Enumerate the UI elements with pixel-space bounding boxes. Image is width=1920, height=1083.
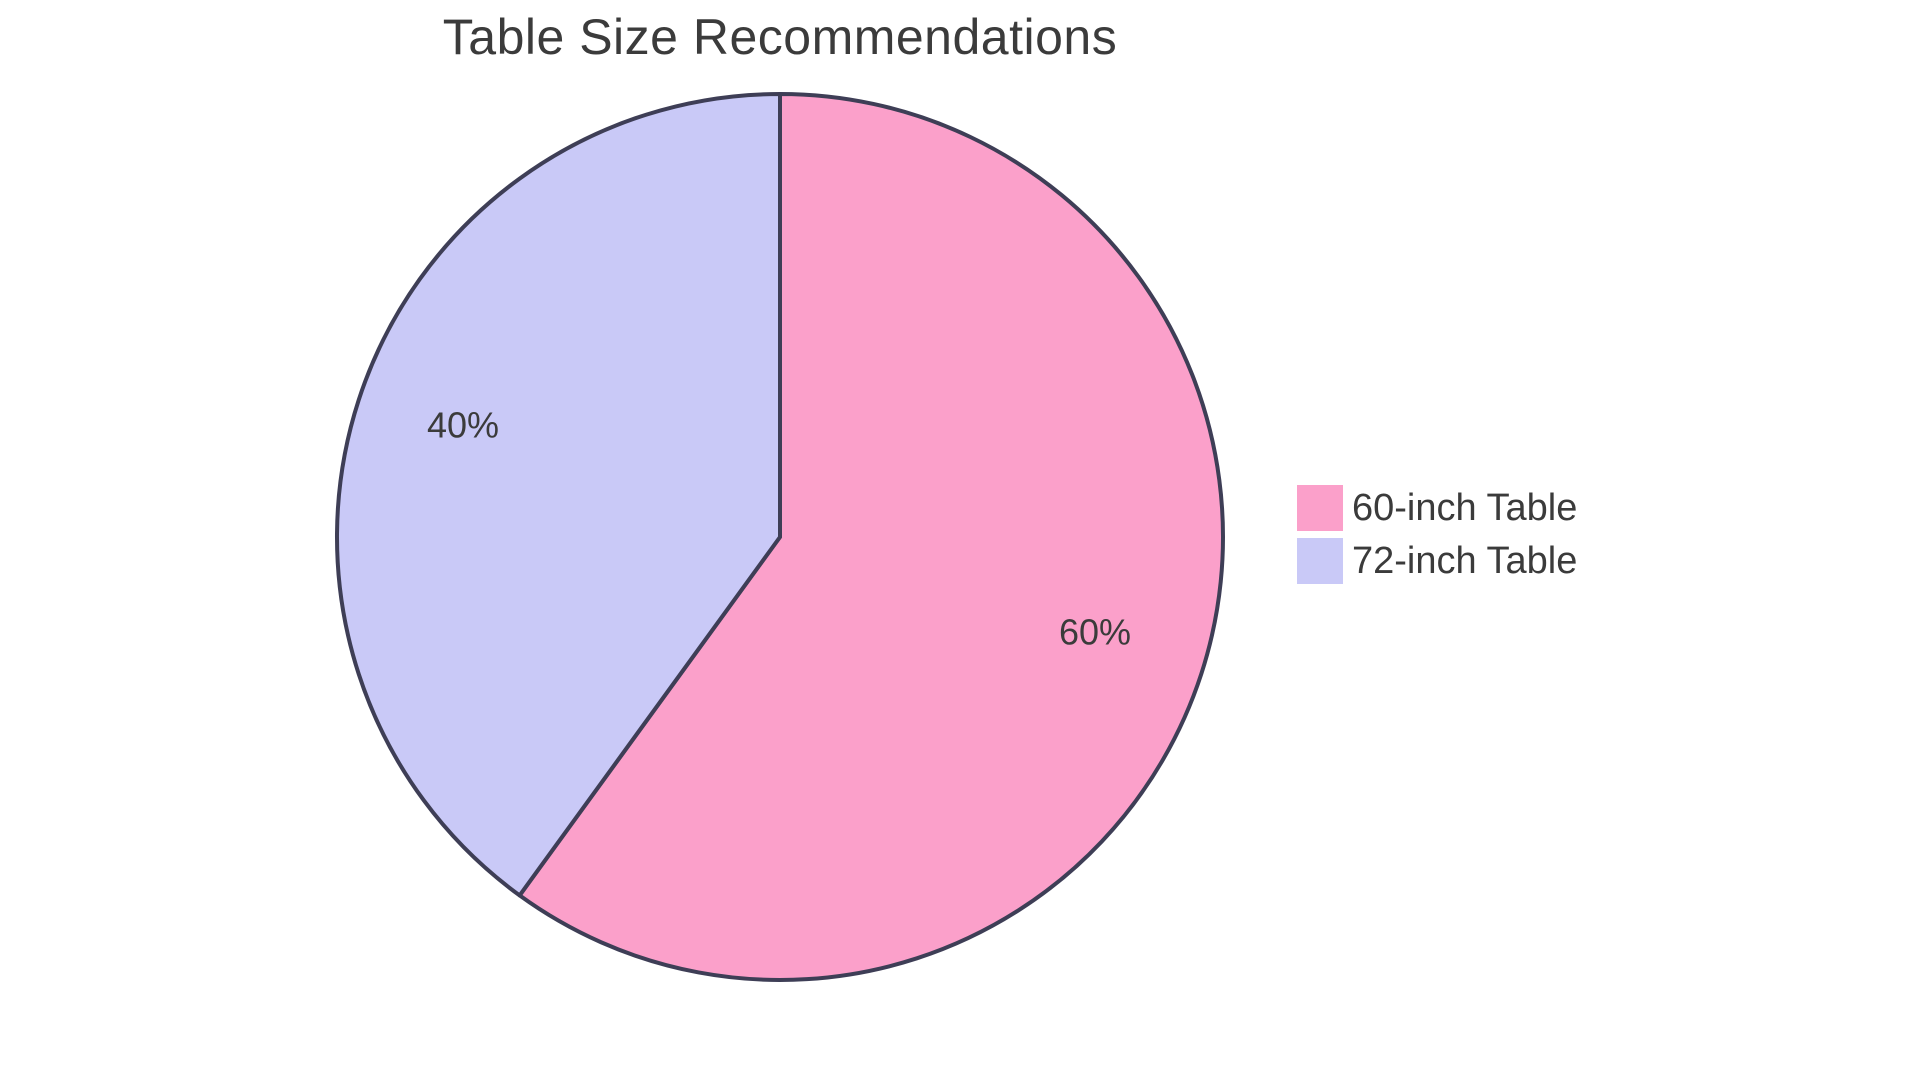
pie-slice-60-inch-table[interactable]	[517, 92, 1225, 982]
pie-slice-72-inch-table[interactable]	[334, 92, 782, 898]
chart-title: Table Size Recommendations	[442, 9, 1118, 65]
legend-label-72-inch-table: 72-inch Table	[1352, 540, 1578, 582]
legend-item-60-inch-table[interactable]: 60-inch Table	[1297, 485, 1577, 531]
legend: 60-inch Table 72-inch Table	[1297, 485, 1577, 584]
slice-percent-label-60: 60%	[1059, 612, 1131, 653]
legend-label-60-inch-table: 60-inch Table	[1352, 487, 1578, 529]
legend-swatch-60-inch-table	[1297, 485, 1343, 531]
slice-percent-label-40: 40%	[427, 405, 499, 446]
legend-item-72-inch-table[interactable]: 72-inch Table	[1297, 538, 1577, 584]
legend-swatch-72-inch-table	[1297, 538, 1343, 584]
